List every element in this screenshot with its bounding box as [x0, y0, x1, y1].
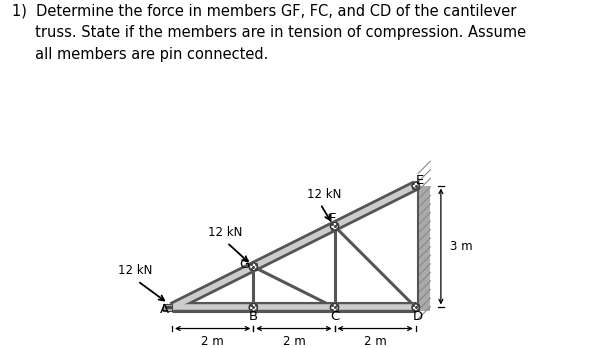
Text: G: G	[239, 258, 250, 271]
Text: B: B	[249, 310, 258, 323]
Text: 2 m: 2 m	[202, 335, 224, 348]
Bar	[163, 304, 172, 311]
Text: 2 m: 2 m	[364, 335, 386, 348]
Text: 2 m: 2 m	[283, 335, 305, 348]
Text: 12 kN: 12 kN	[208, 226, 242, 239]
Text: D: D	[413, 310, 423, 323]
Circle shape	[249, 263, 257, 271]
Circle shape	[249, 303, 257, 311]
Circle shape	[331, 303, 338, 311]
Text: E: E	[416, 174, 424, 187]
Text: F: F	[329, 212, 336, 226]
Text: 12 kN: 12 kN	[118, 264, 153, 277]
Circle shape	[331, 222, 338, 230]
Text: C: C	[330, 310, 339, 323]
Circle shape	[412, 304, 419, 311]
Text: 1)  Determine the force in members GF, FC, and CD of the cantilever
     truss. : 1) Determine the force in members GF, FC…	[12, 3, 526, 62]
Text: A: A	[160, 303, 169, 316]
Text: 3 m: 3 m	[450, 240, 472, 253]
Bar	[418, 185, 430, 311]
Circle shape	[412, 182, 419, 189]
Text: 12 kN: 12 kN	[307, 188, 341, 200]
